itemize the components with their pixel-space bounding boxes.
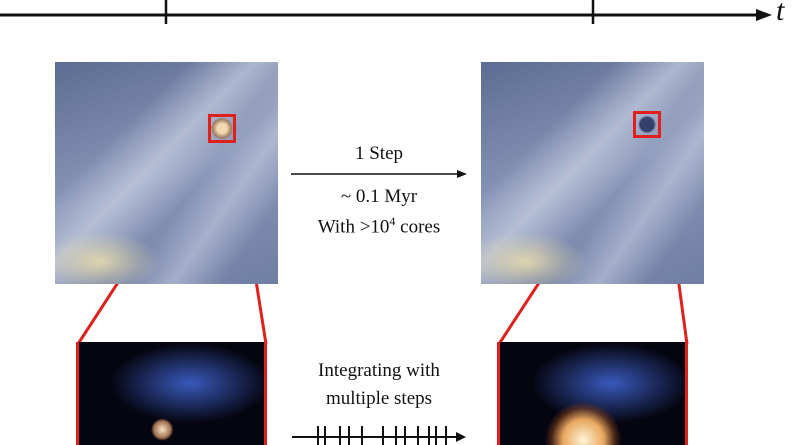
galaxy-before-image bbox=[55, 62, 278, 284]
multi-step-arrow bbox=[292, 426, 466, 445]
supernova-region-after bbox=[633, 111, 661, 138]
time-axis-label: t bbox=[776, 0, 785, 27]
one-step-arrow bbox=[291, 170, 467, 178]
supernova-region-before bbox=[208, 114, 236, 143]
one-step-label: 1 Step bbox=[354, 143, 404, 164]
zoomed-region-after bbox=[497, 342, 688, 445]
cores-prefix: With >10 bbox=[317, 216, 390, 238]
cores-suffix: cores bbox=[395, 216, 441, 238]
step-duration-label: ~ 0.1 Myr bbox=[340, 186, 418, 207]
zoomed-region-before bbox=[76, 342, 267, 445]
integrating-label-line2: multiple steps bbox=[325, 388, 433, 409]
time-axis bbox=[0, 0, 772, 24]
integrating-label-line1: Integrating with bbox=[318, 360, 440, 381]
galaxy-after-image bbox=[481, 62, 704, 284]
cores-label: With >104 cores bbox=[271, 214, 487, 238]
cores-exponent: 4 bbox=[389, 214, 396, 228]
